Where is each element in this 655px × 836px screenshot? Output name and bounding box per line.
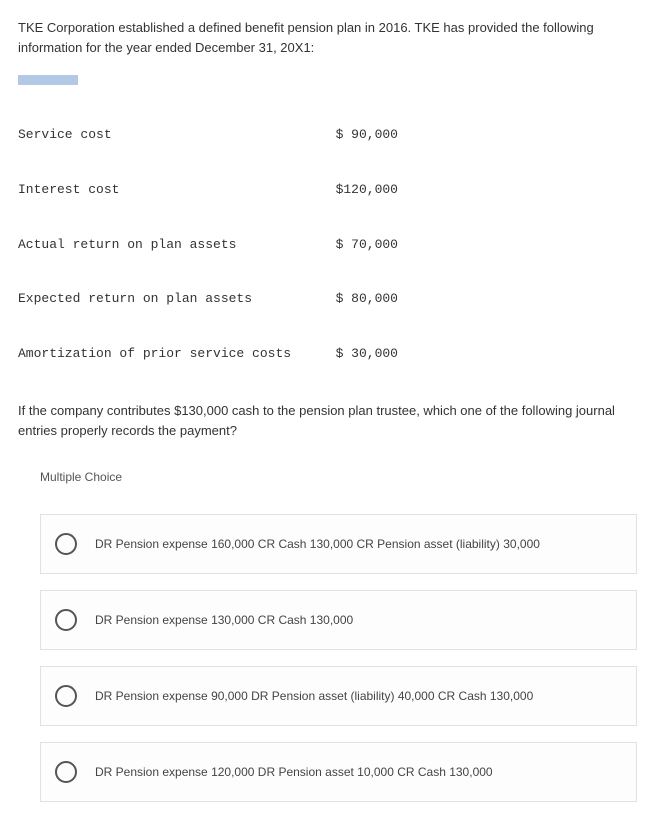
row-label: Expected return on plan assets bbox=[18, 290, 318, 308]
row-label: Service cost bbox=[18, 126, 318, 144]
radio-icon[interactable] bbox=[55, 609, 77, 631]
question-text: If the company contributes $130,000 cash… bbox=[18, 401, 637, 440]
choice-option[interactable]: DR Pension expense 130,000 CR Cash 130,0… bbox=[40, 590, 637, 650]
row-amount: $ 80,000 bbox=[318, 290, 398, 308]
choice-text: DR Pension expense 120,000 DR Pension as… bbox=[95, 765, 493, 779]
radio-icon[interactable] bbox=[55, 761, 77, 783]
table-row: Amortization of prior service costs$ 30,… bbox=[18, 345, 637, 363]
row-amount: $120,000 bbox=[318, 181, 398, 199]
intro-text: TKE Corporation established a defined be… bbox=[18, 18, 637, 57]
mc-header: Multiple Choice bbox=[40, 470, 637, 484]
row-label: Interest cost bbox=[18, 181, 318, 199]
table-row: Service cost$ 90,000 bbox=[18, 126, 637, 144]
selection-highlight bbox=[18, 75, 78, 85]
row-label: Actual return on plan assets bbox=[18, 236, 318, 254]
choice-text: DR Pension expense 90,000 DR Pension ass… bbox=[95, 689, 533, 703]
choice-option[interactable]: DR Pension expense 90,000 DR Pension ass… bbox=[40, 666, 637, 726]
multiple-choice-block: Multiple Choice DR Pension expense 160,0… bbox=[18, 470, 637, 802]
row-amount: $ 90,000 bbox=[318, 126, 398, 144]
table-row: Interest cost$120,000 bbox=[18, 181, 637, 199]
table-row: Expected return on plan assets$ 80,000 bbox=[18, 290, 637, 308]
table-row: Actual return on plan assets$ 70,000 bbox=[18, 236, 637, 254]
radio-icon[interactable] bbox=[55, 533, 77, 555]
row-amount: $ 70,000 bbox=[318, 236, 398, 254]
choice-text: DR Pension expense 130,000 CR Cash 130,0… bbox=[95, 613, 353, 627]
choice-option[interactable]: DR Pension expense 160,000 CR Cash 130,0… bbox=[40, 514, 637, 574]
choice-option[interactable]: DR Pension expense 120,000 DR Pension as… bbox=[40, 742, 637, 802]
row-label: Amortization of prior service costs bbox=[18, 345, 318, 363]
radio-icon[interactable] bbox=[55, 685, 77, 707]
row-amount: $ 30,000 bbox=[318, 345, 398, 363]
pension-data-table: Service cost$ 90,000 Interest cost$120,0… bbox=[18, 90, 637, 381]
choice-text: DR Pension expense 160,000 CR Cash 130,0… bbox=[95, 537, 540, 551]
